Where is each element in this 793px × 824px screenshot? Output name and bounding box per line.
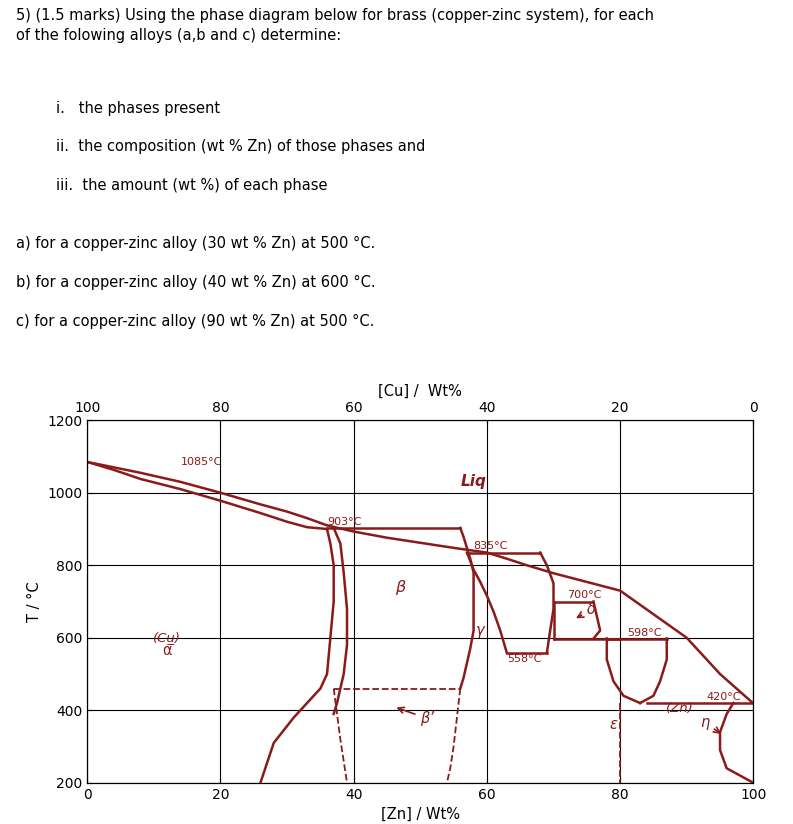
Text: iii.  the amount (wt %) of each phase: iii. the amount (wt %) of each phase [56, 178, 327, 193]
Text: c) for a copper-zinc alloy (90 wt % Zn) at 500 °C.: c) for a copper-zinc alloy (90 wt % Zn) … [16, 314, 374, 329]
X-axis label: [Cu] /  Wt%: [Cu] / Wt% [378, 384, 462, 399]
Text: 5) (1.5 marks) Using the phase diagram below for brass (copper-zinc system), for: 5) (1.5 marks) Using the phase diagram b… [16, 7, 654, 43]
Text: 903°C: 903°C [327, 517, 362, 527]
Text: (Zn): (Zn) [666, 702, 694, 715]
Text: Liq: Liq [460, 474, 486, 489]
Text: b) for a copper-zinc alloy (40 wt % Zn) at 600 °C.: b) for a copper-zinc alloy (40 wt % Zn) … [16, 275, 375, 290]
Text: 1085°C: 1085°C [181, 457, 222, 467]
X-axis label: [Zn] / Wt%: [Zn] / Wt% [381, 808, 460, 822]
Text: δ: δ [577, 602, 596, 617]
Y-axis label: T / °C: T / °C [27, 581, 42, 622]
Text: a) for a copper-zinc alloy (30 wt % Zn) at 500 °C.: a) for a copper-zinc alloy (30 wt % Zn) … [16, 236, 375, 251]
Text: (Cu̲): (Cu̲) [153, 631, 181, 644]
Text: 558°C: 558°C [507, 654, 542, 664]
Text: 598°C: 598°C [626, 628, 661, 638]
Text: 835°C: 835°C [473, 541, 508, 551]
Text: 700°C: 700°C [567, 591, 601, 601]
Text: η: η [700, 714, 719, 733]
Text: β’: β’ [398, 707, 435, 726]
Text: ε: ε [610, 717, 618, 733]
Text: γ: γ [476, 623, 485, 638]
Text: ii.  the composition (wt % Zn) of those phases and: ii. the composition (wt % Zn) of those p… [56, 139, 425, 154]
Text: 420°C: 420°C [707, 692, 741, 702]
Text: β: β [395, 579, 405, 595]
Text: α: α [163, 643, 172, 658]
Text: i.   the phases present: i. the phases present [56, 101, 220, 115]
